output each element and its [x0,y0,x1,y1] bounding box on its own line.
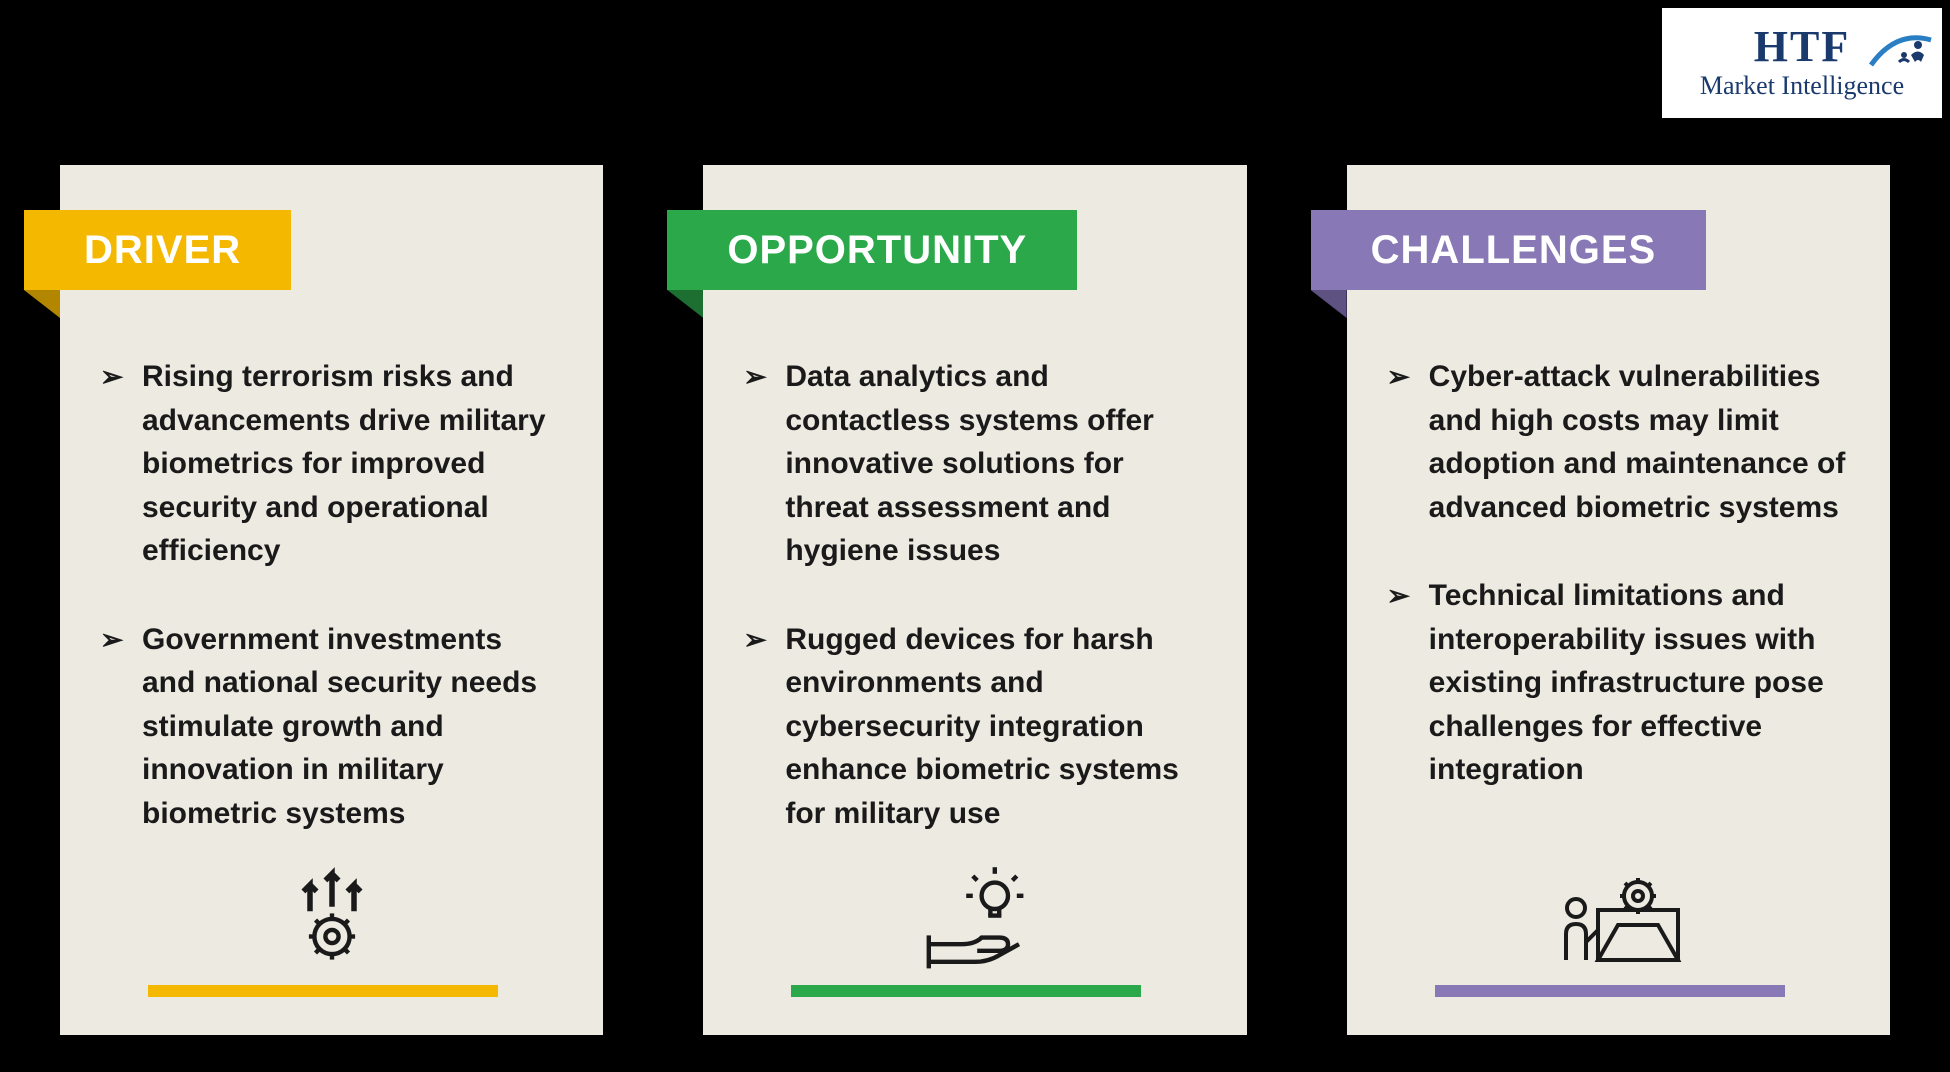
opportunity-underline [791,985,1141,997]
tab-opportunity-shadow [667,290,703,318]
challenges-underline [1435,985,1785,997]
cards-container: DRIVER Rising terrorism risks and advanc… [60,165,1890,1035]
tab-driver-shadow [24,290,60,318]
tab-driver: DRIVER [24,210,291,290]
tab-challenges-shadow [1311,290,1347,318]
driver-underline [148,985,498,997]
tab-opportunity-label: OPPORTUNITY [727,228,1027,273]
tab-challenges-label: CHALLENGES [1371,228,1657,273]
driver-point-2: Government investments and national secu… [100,618,563,836]
tab-driver-label: DRIVER [84,228,241,273]
challenges-point-2: Technical limitations and interoperabili… [1387,574,1850,792]
logo-swoosh-icon [1866,20,1936,75]
driver-icon-area [60,865,603,975]
card-challenges: CHALLENGES Cyber-attack vulnerabilities … [1347,165,1890,1035]
tab-challenges: CHALLENGES [1311,210,1707,290]
driver-points: Rising terrorism risks and advancements … [100,355,563,835]
opportunity-point-2: Rugged devices for harsh environments an… [743,618,1206,836]
opportunity-points: Data analytics and contactless systems o… [743,355,1206,835]
tab-opportunity: OPPORTUNITY [667,210,1077,290]
challenges-point-1: Cyber-attack vulnerabilities and high co… [1387,355,1850,529]
driver-point-1: Rising terrorism risks and advancements … [100,355,563,573]
opportunity-icon-area [703,865,1246,975]
opportunity-point-1: Data analytics and contactless systems o… [743,355,1206,573]
gear-arrows-icon [277,865,387,975]
challenges-icon-area [1347,865,1890,975]
logo: HTF Market Intelligence [1662,8,1942,118]
logo-bottom-text: Market Intelligence [1700,71,1904,101]
logo-top-text: HTF [1754,25,1850,69]
person-folder-icon [1548,865,1688,975]
card-opportunity: OPPORTUNITY Data analytics and contactle… [703,165,1246,1035]
card-driver: DRIVER Rising terrorism risks and advanc… [60,165,603,1035]
challenges-points: Cyber-attack vulnerabilities and high co… [1387,355,1850,792]
hand-bulb-icon [920,865,1030,975]
